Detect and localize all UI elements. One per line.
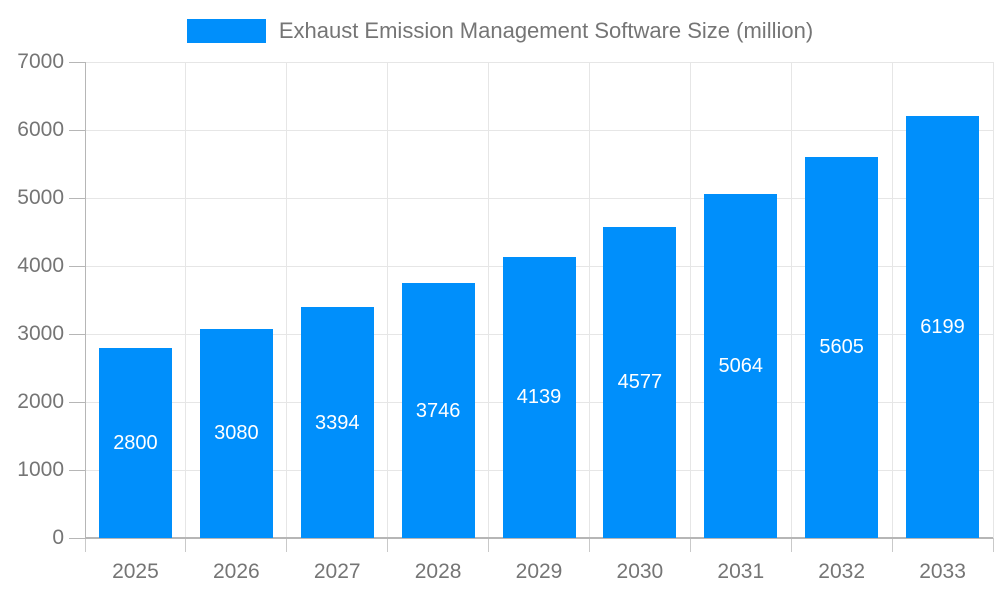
bar-value-label: 3080 <box>214 422 259 445</box>
y-axis-line <box>85 62 86 538</box>
x-axis-line <box>85 537 993 539</box>
x-axis-label: 2030 <box>616 560 664 583</box>
y-axis-label: 1000 <box>17 458 64 481</box>
bar-value-label: 6199 <box>920 316 965 339</box>
x-axis-tick <box>790 538 792 552</box>
y-axis-tick <box>69 61 85 63</box>
y-axis-label: 3000 <box>17 322 64 345</box>
y-axis-tick <box>69 129 85 131</box>
bar <box>906 116 980 538</box>
bar-value-label: 5605 <box>819 336 864 359</box>
x-axis-label: 2026 <box>212 560 260 583</box>
bar <box>401 283 475 538</box>
legend-swatch <box>186 19 266 43</box>
x-axis-tick <box>588 538 590 552</box>
bar-value-label: 4139 <box>516 386 562 409</box>
x-gridline <box>286 62 288 538</box>
x-axis-tick <box>185 538 187 552</box>
x-axis-label: 2025 <box>112 560 159 583</box>
x-axis-tick <box>488 538 490 552</box>
y-gridline <box>85 197 993 199</box>
y-axis-label: 0 <box>52 526 64 549</box>
y-axis-tick <box>69 197 85 199</box>
y-axis-label: 7000 <box>17 50 64 73</box>
y-axis-label: 6000 <box>17 118 64 141</box>
x-axis-tick <box>689 538 691 552</box>
x-axis-tick <box>992 538 994 552</box>
bar <box>704 193 778 538</box>
x-gridline <box>992 62 994 538</box>
legend[interactable]: Exhaust Emission Management Software Siz… <box>0 14 1000 48</box>
y-axis-tick <box>69 401 85 403</box>
x-gridline <box>588 62 590 538</box>
x-axis-label: 2031 <box>717 560 765 583</box>
x-axis-label: 2027 <box>313 560 361 583</box>
y-gridline <box>85 61 993 63</box>
bar-value-label: 5064 <box>718 354 764 377</box>
x-gridline <box>689 62 691 538</box>
x-axis-tick <box>387 538 389 552</box>
x-gridline <box>891 62 893 538</box>
y-axis-tick <box>69 537 85 539</box>
bar-value-label: 3746 <box>415 399 461 422</box>
x-gridline <box>387 62 389 538</box>
bar <box>199 328 273 538</box>
x-axis-tick <box>891 538 893 552</box>
x-axis-tick <box>84 538 86 552</box>
y-axis-tick <box>69 469 85 471</box>
x-axis-label: 2032 <box>818 560 866 583</box>
x-axis-tick <box>286 538 288 552</box>
y-gridline <box>85 129 993 131</box>
x-axis-label: 2029 <box>515 560 563 583</box>
bar-value-label: 3394 <box>314 411 360 434</box>
x-gridline <box>488 62 490 538</box>
bar <box>603 226 677 538</box>
x-axis-label: 2028 <box>414 560 462 583</box>
y-axis-tick <box>69 333 85 335</box>
bar-value-label: 4577 <box>617 371 663 394</box>
bar <box>805 156 879 538</box>
x-gridline <box>790 62 792 538</box>
y-axis-label: 4000 <box>17 254 64 277</box>
y-axis-label: 5000 <box>17 186 64 209</box>
legend-label: Exhaust Emission Management Software Siz… <box>278 18 814 43</box>
x-gridline <box>185 62 187 538</box>
x-axis-label: 2033 <box>919 560 966 583</box>
bar <box>502 256 576 538</box>
bar-value-label: 2800 <box>113 431 158 454</box>
y-axis-label: 2000 <box>17 390 64 413</box>
bar <box>98 347 172 538</box>
bar <box>300 307 374 538</box>
y-axis-tick <box>69 265 85 267</box>
